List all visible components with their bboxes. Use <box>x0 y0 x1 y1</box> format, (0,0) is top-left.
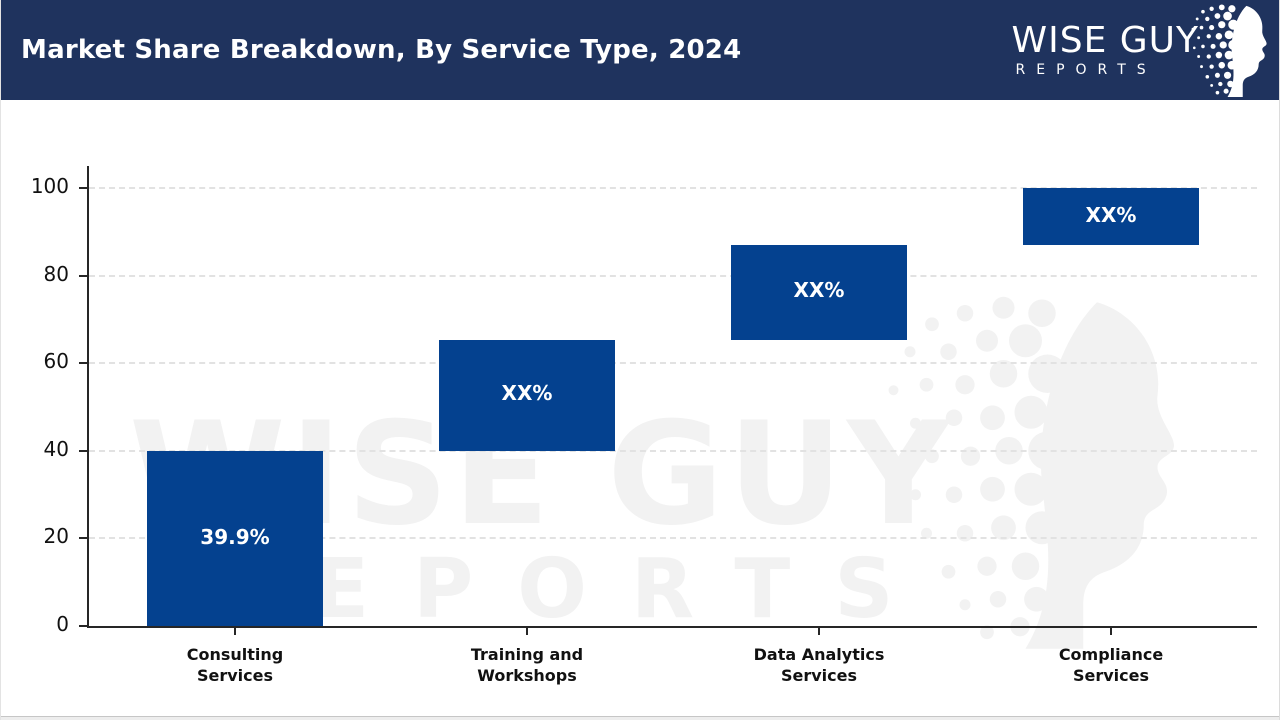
x-category-label-line: Services <box>780 666 858 685</box>
x-tick-mark-training-and-workshops <box>526 628 528 635</box>
bar-label-consulting-services: 39.9% <box>200 524 270 549</box>
bar-compliance-services <box>1023 188 1199 246</box>
y-tick-mark-60 <box>79 362 87 365</box>
y-tick-mark-80 <box>79 274 87 277</box>
x-category-label-line: Services <box>196 666 274 685</box>
x-category-label-line: Services <box>1072 666 1150 685</box>
x-tick-mark-consulting-services <box>234 628 236 635</box>
gridline-40 <box>89 449 1257 452</box>
logo-wordmark: WISE GUY <box>1011 20 1199 61</box>
wiseguy-logo: WISE GUY REPORTS <box>1012 3 1280 97</box>
y-tick-label-0: 0 <box>56 612 69 636</box>
bar-label-data-analytics-services: XX% <box>793 278 845 303</box>
y-tick-label-80: 80 <box>43 261 69 286</box>
x-category-label-line: Data Analytics <box>753 645 885 664</box>
page-title: Market Share Breakdown, By Service Type,… <box>21 35 742 65</box>
x-category-label-consulting-services: Consulting Services <box>95 644 375 686</box>
x-tick-mark-data-analytics-services <box>818 628 820 635</box>
gridline-60 <box>89 362 1257 365</box>
header-bar: Market Share Breakdown, By Service Type,… <box>1 0 1279 100</box>
watermark-head-icon <box>888 296 1174 649</box>
y-tick-label-20: 20 <box>43 524 69 549</box>
bottom-border-line <box>1 716 1279 717</box>
x-category-label-data-analytics-services: Data Analytics Services <box>679 644 959 686</box>
x-category-label-line: Compliance <box>1058 645 1164 664</box>
x-category-label-line: Consulting <box>186 645 284 664</box>
bar-consulting-services <box>147 451 323 626</box>
gridline-20 <box>89 537 1257 540</box>
logo-text: WISE GUY REPORTS <box>1011 20 1200 79</box>
y-tick-mark-20 <box>79 537 87 540</box>
bar-training-and-workshops <box>439 339 615 452</box>
chart-area: WISE GUY REPORTS 39.9% XX% XX% XX% 0 20 40 60 8… <box>1 100 1279 720</box>
gridline-80 <box>89 274 1257 277</box>
y-tick-label-40: 40 <box>43 436 69 461</box>
x-category-label-training-and-workshops: Training and Workshops <box>387 644 667 686</box>
x-category-label-compliance-services: Compliance Services <box>971 644 1251 686</box>
y-tick-label-100: 100 <box>30 173 69 198</box>
head-dots <box>1191 4 1239 95</box>
bottom-strip <box>1 717 1279 720</box>
y-tick-mark-0 <box>79 625 87 627</box>
y-tick-label-60: 60 <box>43 349 69 374</box>
x-category-label-line: Workshops <box>477 666 577 685</box>
plot-area: 39.9% XX% XX% XX% <box>87 166 1257 628</box>
bar-data-analytics-services <box>731 245 907 340</box>
logo-subtitle: REPORTS <box>1015 62 1157 78</box>
y-tick-mark-100 <box>79 186 87 189</box>
x-tick-mark-compliance-services <box>1110 628 1112 635</box>
bar-label-compliance-services: XX% <box>1085 202 1137 227</box>
wiseguy-head-icon <box>1191 4 1267 97</box>
gridline-100 <box>89 186 1257 189</box>
y-tick-mark-40 <box>79 449 87 452</box>
x-category-label-line: Training and <box>470 645 584 664</box>
head-dots <box>888 296 1067 640</box>
bar-label-training-and-workshops: XX% <box>501 381 553 406</box>
